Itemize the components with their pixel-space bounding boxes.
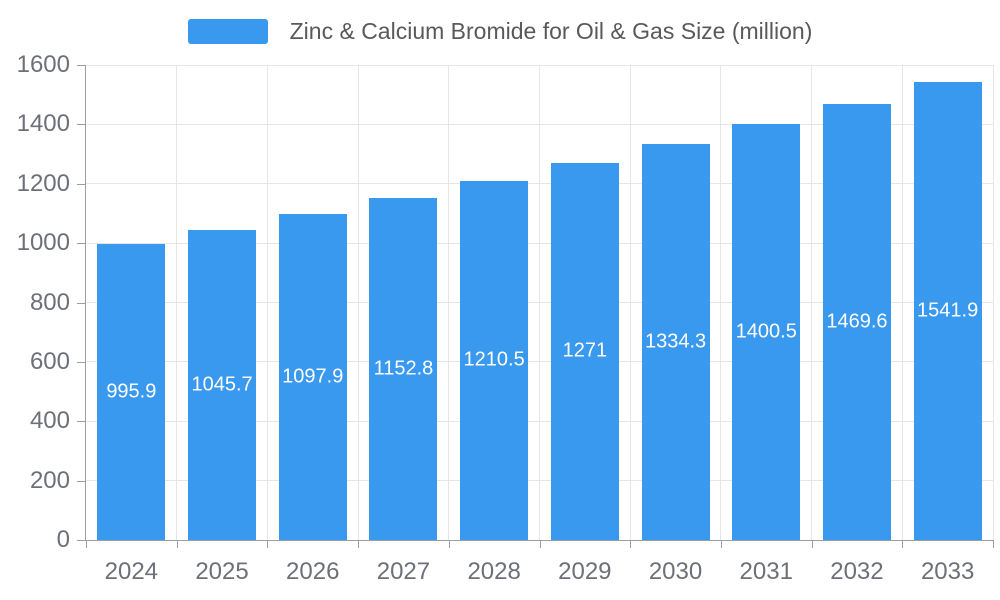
y-axis-tick xyxy=(77,124,85,126)
bar-value-label: 1210.5 xyxy=(463,348,525,371)
x-axis-tick xyxy=(993,540,994,548)
x-gridline xyxy=(811,65,813,540)
x-gridline xyxy=(539,65,540,540)
bar-value-label: 1334.3 xyxy=(644,330,707,353)
bar-2025: 1045.7 xyxy=(188,229,257,540)
y-axis-tick xyxy=(77,540,85,541)
bar-value-label: 1400.5 xyxy=(735,320,797,343)
bar-2028: 1210.5 xyxy=(460,180,529,540)
x-axis-tick xyxy=(267,540,269,548)
bar-value-label: 1271 xyxy=(562,339,608,362)
x-axis-tick-label-2028: 2028 xyxy=(467,558,521,585)
x-axis-line xyxy=(85,540,993,541)
y-axis-tick xyxy=(77,361,85,363)
y-axis-tick-label: 800 xyxy=(29,288,70,316)
x-axis-tick xyxy=(86,540,87,548)
y-axis-tick-label: 1200 xyxy=(16,169,70,197)
x-axis-tick xyxy=(630,540,632,548)
y-axis-tick xyxy=(77,480,85,482)
bar-2024: 995.9 xyxy=(97,244,166,540)
y-axis-tick xyxy=(77,243,85,245)
x-axis-tick-label-2031: 2031 xyxy=(739,558,793,585)
x-axis-tick-label-2029: 2029 xyxy=(558,558,612,585)
x-axis-tick-label-2033: 2033 xyxy=(920,558,975,585)
bar-value-label: 995.9 xyxy=(106,380,157,403)
y-axis-tick xyxy=(77,183,85,185)
bar-2032: 1469.6 xyxy=(822,103,891,540)
x-gridline xyxy=(992,65,994,540)
x-gridline xyxy=(629,65,631,540)
bar-value-label: 1152.8 xyxy=(373,357,434,380)
bar-value-label: 1045.7 xyxy=(191,373,253,396)
y-axis-tick-label: 0 xyxy=(56,526,70,553)
legend-swatch[interactable] xyxy=(187,18,268,44)
y-axis-tick-label: 600 xyxy=(29,347,70,375)
x-axis-tick-label-2025: 2025 xyxy=(195,558,249,585)
y-axis-tick xyxy=(77,421,85,423)
x-axis-tick xyxy=(539,540,541,548)
bar-2026: 1097.9 xyxy=(278,214,347,540)
x-axis-tick xyxy=(448,540,450,548)
bar-value-label: 1541.9 xyxy=(917,299,979,322)
bar-2030: 1334.3 xyxy=(641,143,710,540)
legend[interactable]: Zinc & Calcium Bromide for Oil & Gas Siz… xyxy=(0,17,1000,45)
y-axis-tick-label: 200 xyxy=(29,466,70,494)
x-axis-tick-label-2026: 2026 xyxy=(286,558,340,585)
legend-label[interactable]: Zinc & Calcium Bromide for Oil & Gas Siz… xyxy=(289,18,813,44)
y-axis-tick-label: 1000 xyxy=(16,229,70,257)
y-axis-tick-label: 1600 xyxy=(16,51,70,78)
x-gridline xyxy=(357,65,359,540)
x-gridline xyxy=(901,65,903,540)
x-axis-tick-label-2027: 2027 xyxy=(376,558,431,585)
y-axis-tick xyxy=(77,65,85,66)
x-axis-tick xyxy=(720,540,722,548)
bar-value-label: 1097.9 xyxy=(282,365,344,388)
x-gridline xyxy=(176,65,178,540)
x-axis-tick xyxy=(902,540,904,548)
y-axis-line xyxy=(85,65,86,540)
bar-2033: 1541.9 xyxy=(913,82,982,540)
bar-2031: 1400.5 xyxy=(732,124,801,540)
y-axis-tick xyxy=(77,302,85,304)
y-axis-tick-label: 400 xyxy=(29,407,70,435)
x-axis-tick xyxy=(176,540,178,548)
x-axis-tick xyxy=(811,540,813,548)
bar-2029: 1271 xyxy=(550,162,619,540)
x-gridline xyxy=(448,65,450,540)
x-axis-tick-label-2030: 2030 xyxy=(648,558,703,585)
x-axis-tick-label-2032: 2032 xyxy=(830,558,884,585)
x-axis-tick-label-2024: 2024 xyxy=(104,558,159,585)
x-gridline xyxy=(720,65,722,540)
y-axis-tick-label: 1400 xyxy=(16,110,70,138)
x-axis-tick xyxy=(358,540,360,548)
bar-value-label: 1469.6 xyxy=(826,310,888,333)
plot-area: 995.9 1045.7 1097.9 1152.8 1210.5 1271 1334.3 1… xyxy=(85,64,994,541)
x-gridline xyxy=(266,65,268,540)
bar-2027: 1152.8 xyxy=(369,197,438,540)
